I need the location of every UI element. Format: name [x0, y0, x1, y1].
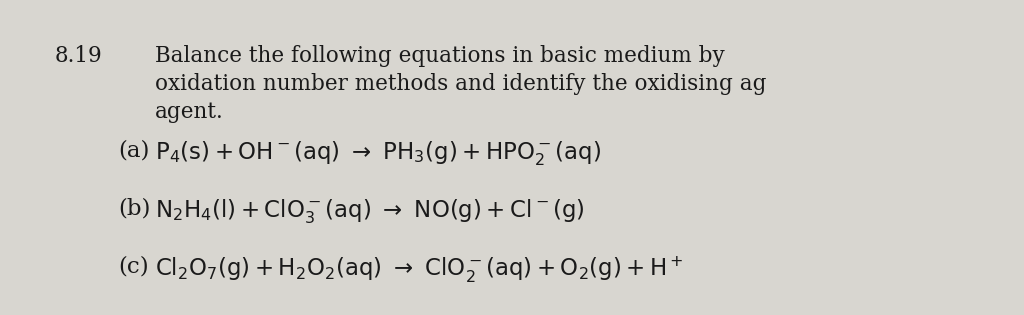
Text: Balance the following equations in basic medium by: Balance the following equations in basic…	[155, 45, 725, 67]
Text: (a): (a)	[118, 140, 150, 162]
Text: (c): (c)	[118, 255, 148, 277]
Text: $\mathrm{P_4(s) + OH^-(aq)\ \rightarrow \ PH_3(g) + HPO_2^-(aq)}$: $\mathrm{P_4(s) + OH^-(aq)\ \rightarrow …	[155, 140, 601, 169]
Text: agent.: agent.	[155, 101, 224, 123]
Text: $\mathrm{Cl_2O_7(g) + H_2O_2(aq)\ \rightarrow \ ClO_2^-(aq) + O_2(g) + H^+}$: $\mathrm{Cl_2O_7(g) + H_2O_2(aq)\ \right…	[155, 255, 684, 285]
Text: $\mathrm{N_2H_4(l) + ClO_3^-(aq)\ \rightarrow \ NO(g) + Cl^-(g)}$: $\mathrm{N_2H_4(l) + ClO_3^-(aq)\ \right…	[155, 197, 585, 226]
Text: oxidation number methods and identify the oxidising ag: oxidation number methods and identify th…	[155, 73, 767, 95]
Text: (b): (b)	[118, 197, 151, 219]
Text: 8.19: 8.19	[55, 45, 102, 67]
